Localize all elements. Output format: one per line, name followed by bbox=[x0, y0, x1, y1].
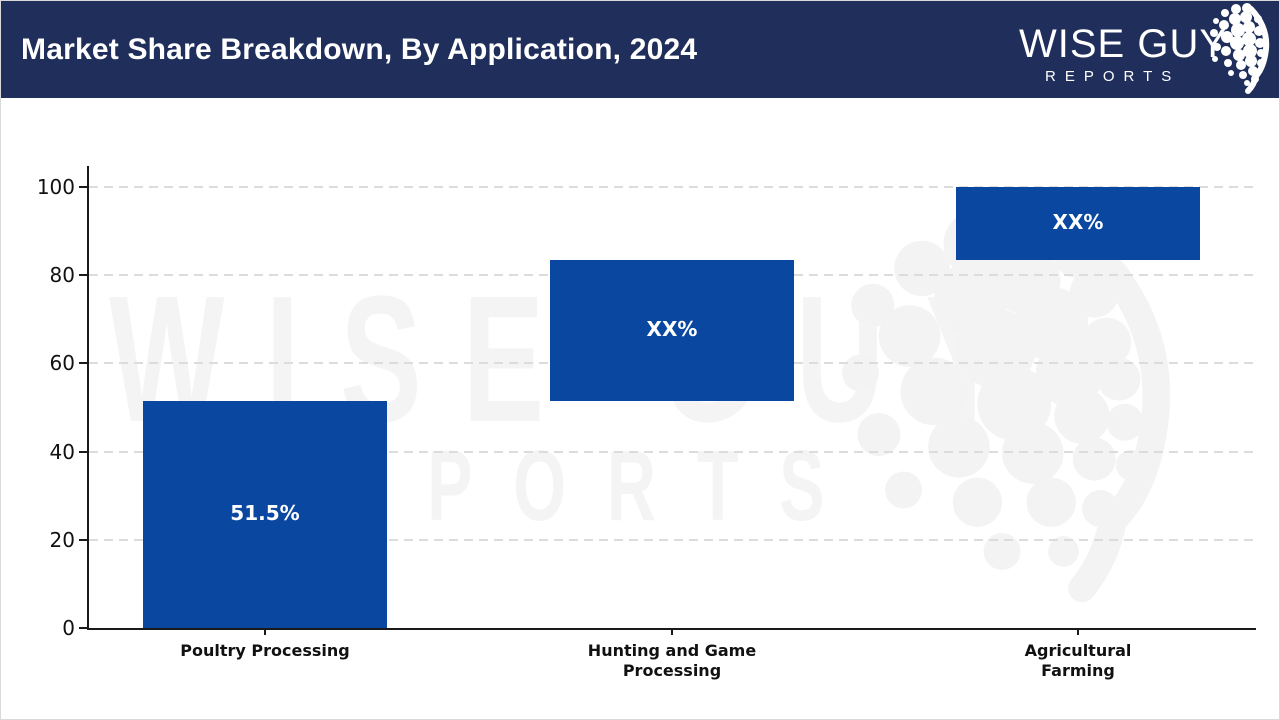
category-label-line: Farming bbox=[1041, 661, 1115, 680]
bar-segment bbox=[956, 186, 1200, 260]
category-label-line: Hunting and Game bbox=[587, 641, 757, 660]
y-axis-line bbox=[87, 166, 89, 630]
category-label-line: Poultry Processing bbox=[180, 641, 350, 660]
bar-value-label: XX% bbox=[646, 317, 698, 342]
y-tick-label: 20 bbox=[49, 527, 75, 552]
logo-subtext: REPORTS bbox=[1045, 68, 1180, 85]
y-tick-label: 60 bbox=[49, 351, 75, 376]
y-tick-label: 40 bbox=[49, 439, 75, 464]
plot-area: 0 20 40 60 80 100 51.5% XX% XX% Poultry Processin… bbox=[37, 166, 1256, 680]
category-label: Poultry Processing bbox=[115, 641, 415, 661]
x-tick-mark bbox=[1077, 629, 1079, 635]
wise-guy-reports-logo: WISE GUY REPORTS bbox=[1019, 3, 1270, 94]
gridline bbox=[89, 538, 1256, 541]
category-label-line: Processing bbox=[622, 661, 722, 680]
y-tick-mark bbox=[79, 450, 87, 453]
chart-area: WISE GUY REPORTS 02040608010051.5%XX%XX%… bbox=[1, 98, 1279, 719]
page-title: Market Share Breakdown, By Application, … bbox=[21, 32, 698, 66]
category-label: Hunting and Game Processing bbox=[522, 641, 822, 681]
x-tick-mark bbox=[671, 629, 673, 635]
y-tick-label: 80 bbox=[49, 263, 75, 288]
y-tick-mark bbox=[79, 362, 87, 365]
y-tick-mark bbox=[79, 538, 87, 541]
bar-segment bbox=[143, 400, 387, 628]
logo-wordmark: WISE GUY bbox=[1019, 22, 1227, 66]
watermark-dotted-face bbox=[842, 213, 1171, 603]
header-bar: Market Share Breakdown, By Application, … bbox=[1, 1, 1279, 98]
logo-dotted-face-icon bbox=[1210, 3, 1270, 94]
bar-value-label: 51.5% bbox=[230, 501, 300, 526]
gridline bbox=[89, 185, 1256, 188]
category-label: Agricultural Farming bbox=[928, 641, 1228, 681]
category-label-line: Agricultural bbox=[1024, 641, 1132, 660]
gridline bbox=[89, 450, 1256, 453]
y-tick-mark bbox=[79, 274, 87, 277]
bar-value-label: XX% bbox=[1052, 210, 1104, 235]
bar-segment bbox=[550, 259, 794, 401]
x-tick-mark bbox=[264, 629, 266, 635]
y-tick-label: 0 bbox=[62, 616, 75, 640]
y-tick-mark bbox=[79, 627, 87, 629]
y-tick-label: 100 bbox=[36, 174, 75, 199]
y-tick-mark bbox=[79, 185, 87, 188]
